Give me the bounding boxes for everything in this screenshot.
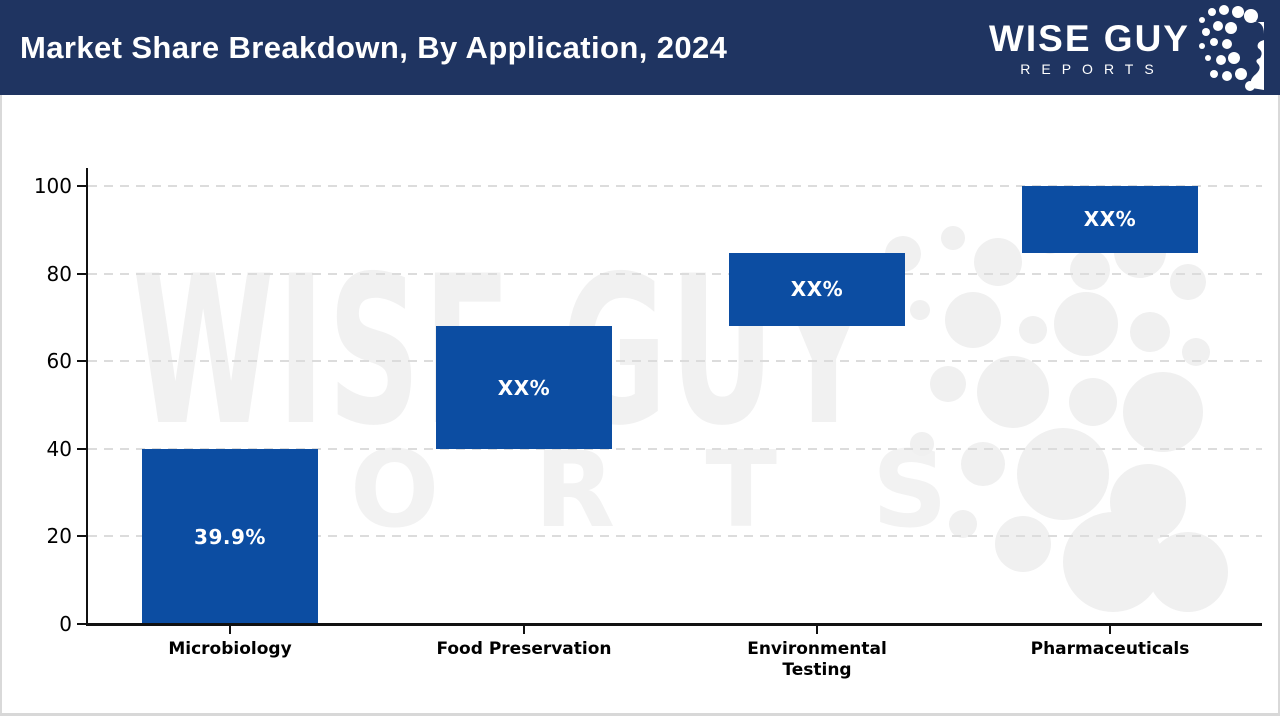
y-tick-label-100: 100 bbox=[33, 174, 72, 198]
y-tick-label-0: 0 bbox=[59, 612, 72, 636]
x-category-label: Microbiology bbox=[168, 639, 292, 659]
bottom-rule bbox=[0, 713, 1280, 716]
y-tick-label-20: 20 bbox=[46, 524, 72, 549]
logo-wordmark: WISE GUY bbox=[988, 17, 1190, 59]
x-category-label: Environmental Testing bbox=[747, 639, 887, 680]
logo-subtext: REPORTS bbox=[1020, 60, 1165, 77]
x-tick-3 bbox=[1109, 625, 1111, 634]
x-tick-2 bbox=[816, 625, 818, 634]
x-tick-0 bbox=[229, 625, 231, 634]
gridline-40 bbox=[88, 447, 1262, 450]
x-category-label: Food Preservation bbox=[436, 639, 612, 659]
x-category-label: Pharmaceuticals bbox=[1030, 639, 1190, 659]
wiseguy-logo: WISE GUY REPORTS bbox=[989, 4, 1280, 92]
wiseguy-face-icon bbox=[1199, 4, 1264, 91]
bar-value-label: 39.9% bbox=[194, 524, 266, 549]
bar-pharmaceuticals: XX% bbox=[1022, 186, 1198, 253]
y-tick-100 bbox=[77, 185, 86, 187]
bar-environmental-testing: XX% bbox=[729, 252, 905, 327]
gridline-100 bbox=[88, 185, 1262, 187]
y-tick-80 bbox=[77, 272, 86, 275]
y-tick-label-80: 80 bbox=[46, 261, 72, 286]
bar-microbiology: 39.9% bbox=[142, 449, 318, 624]
y-tick-label-40: 40 bbox=[46, 436, 72, 461]
header-bar: Market Share Breakdown, By Application, … bbox=[0, 0, 1280, 95]
gridline-80 bbox=[88, 272, 1262, 275]
page-title: Market Share Breakdown, By Application, … bbox=[20, 29, 728, 65]
bar-value-label: XX% bbox=[1083, 207, 1137, 232]
bar-value-label: XX% bbox=[790, 277, 844, 302]
y-tick-60 bbox=[77, 360, 86, 363]
y-tick-label-60: 60 bbox=[46, 349, 72, 374]
x-tick-1 bbox=[523, 625, 525, 634]
waterfall-chart: 0 20 40 60 80 100 39.9% Microbiology XX% Food Pre… bbox=[0, 95, 1280, 715]
wiseguy-logo-text: WISE GUY REPORTS bbox=[989, 20, 1190, 76]
y-tick-0 bbox=[77, 623, 86, 625]
y-tick-20 bbox=[77, 535, 86, 538]
y-axis bbox=[86, 168, 88, 626]
y-tick-40 bbox=[77, 447, 86, 450]
bar-value-label: XX% bbox=[497, 375, 551, 400]
gridline-60 bbox=[88, 360, 1262, 363]
bar-food-preservation: XX% bbox=[436, 326, 612, 450]
gridline-20 bbox=[88, 535, 1262, 538]
x-axis bbox=[86, 623, 1262, 626]
